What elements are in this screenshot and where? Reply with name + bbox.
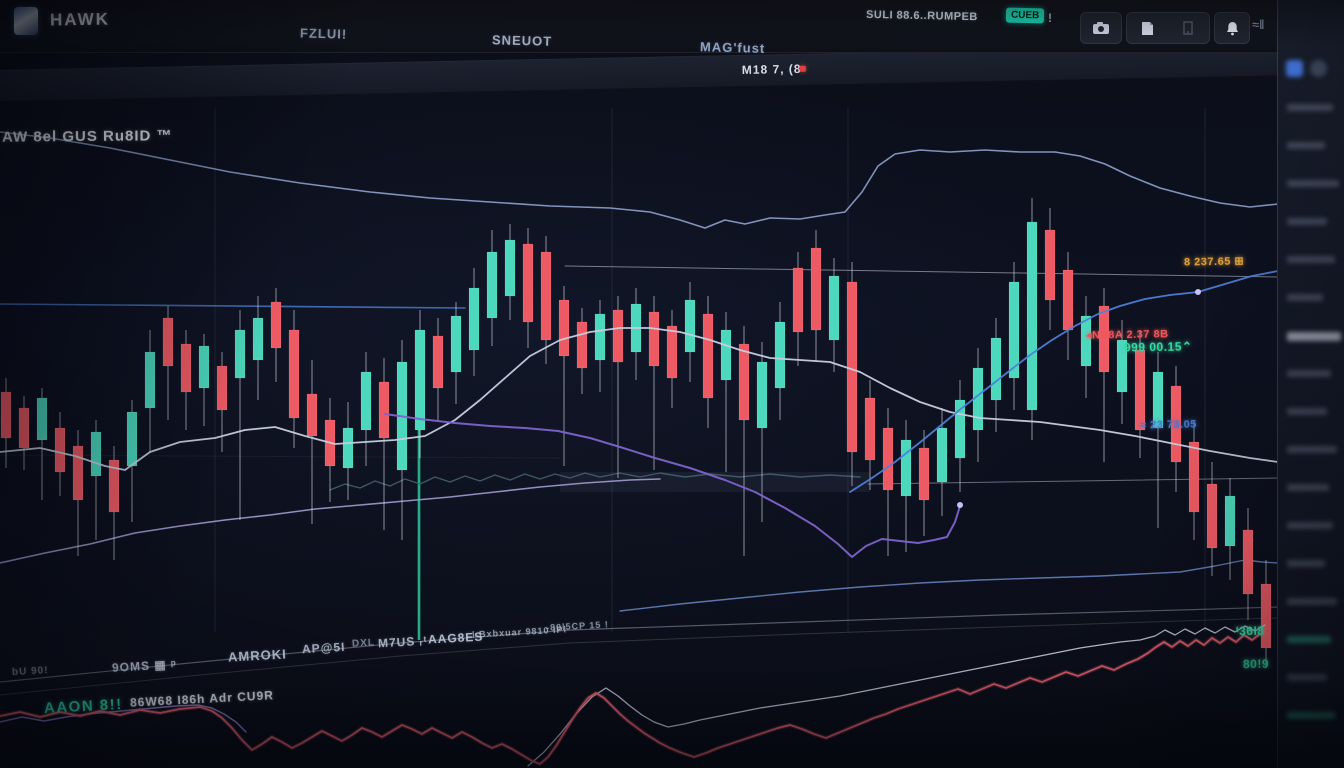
price-label: 8 237.65 ⊞ (1183, 255, 1245, 269)
phone-icon (1183, 21, 1193, 35)
app-logo-icon[interactable] (14, 7, 38, 35)
top-toolbar: HAWK FZLUIǃ SNEUOT MAG'fust SULI 88.6..R… (0, 0, 1344, 56)
watchlist-row[interactable] (1287, 294, 1323, 301)
watchlist-panel[interactable] (1277, 0, 1344, 768)
watchlist-row[interactable] (1287, 142, 1325, 149)
time-axis-label: AP@5I (301, 639, 346, 657)
watchlist-rows (1278, 0, 1344, 768)
notifications-button[interactable] (1214, 12, 1250, 44)
status-badge: CUEB (1005, 7, 1045, 24)
panel-grid-icon[interactable] (1286, 60, 1303, 77)
panel-profile-icon[interactable] (1310, 60, 1327, 77)
time-axis-label: DXL (351, 637, 376, 650)
watchlist-row[interactable] (1287, 636, 1331, 643)
account-status-text: SULI 88.6..RUMPEB (865, 8, 978, 24)
price-label: 999 00.15⌃ (1123, 339, 1193, 355)
time-axis-label: M7US ᵣᵗ (377, 633, 428, 651)
watchlist-row[interactable] (1287, 332, 1341, 341)
time-axis-label: bU 90ǃ (11, 664, 49, 679)
price-label: ᵗ36Ɩ8 (1235, 623, 1265, 639)
menu-item-2[interactable]: SNEUOT (491, 32, 553, 49)
signal-wave-icon[interactable]: ≈ǁ (1252, 17, 1265, 32)
alert-indicator: ! (1048, 11, 1052, 25)
layout-tools-group[interactable] (1126, 12, 1210, 44)
brand-title: HAWK (49, 9, 111, 30)
watchlist-row[interactable] (1287, 104, 1333, 111)
watchlist-row[interactable] (1287, 180, 1339, 187)
menu-item-3[interactable]: MAG'fust (699, 39, 766, 56)
watchlist-row[interactable] (1287, 598, 1337, 605)
camera-snapshot-button[interactable] (1080, 12, 1122, 44)
menu-item-1[interactable]: FZLUIǃ (299, 25, 348, 42)
symbol-label: AW 8el GUS Ru8ID ™ (1, 127, 173, 146)
camera-icon (1093, 22, 1109, 34)
bell-icon (1226, 21, 1238, 35)
watchlist-row[interactable] (1287, 674, 1327, 681)
document-icon (1141, 21, 1153, 35)
watchlist-row[interactable] (1287, 446, 1337, 453)
watchlist-row[interactable] (1287, 484, 1329, 491)
watchlist-row[interactable] (1287, 522, 1333, 529)
watchlist-row[interactable] (1287, 712, 1335, 719)
timeframe-label[interactable]: M18 7, (8 (741, 61, 802, 77)
watchlist-row[interactable] (1287, 218, 1327, 225)
watchlist-row[interactable] (1287, 256, 1335, 263)
watchlist-row[interactable] (1287, 560, 1325, 567)
price-label: ≈ 23 73.05 (1139, 418, 1198, 432)
price-label: 80ǃ9 (1242, 656, 1270, 672)
watchlist-row[interactable] (1287, 408, 1327, 415)
record-dot-icon (799, 65, 806, 72)
watchlist-row[interactable] (1287, 370, 1331, 377)
